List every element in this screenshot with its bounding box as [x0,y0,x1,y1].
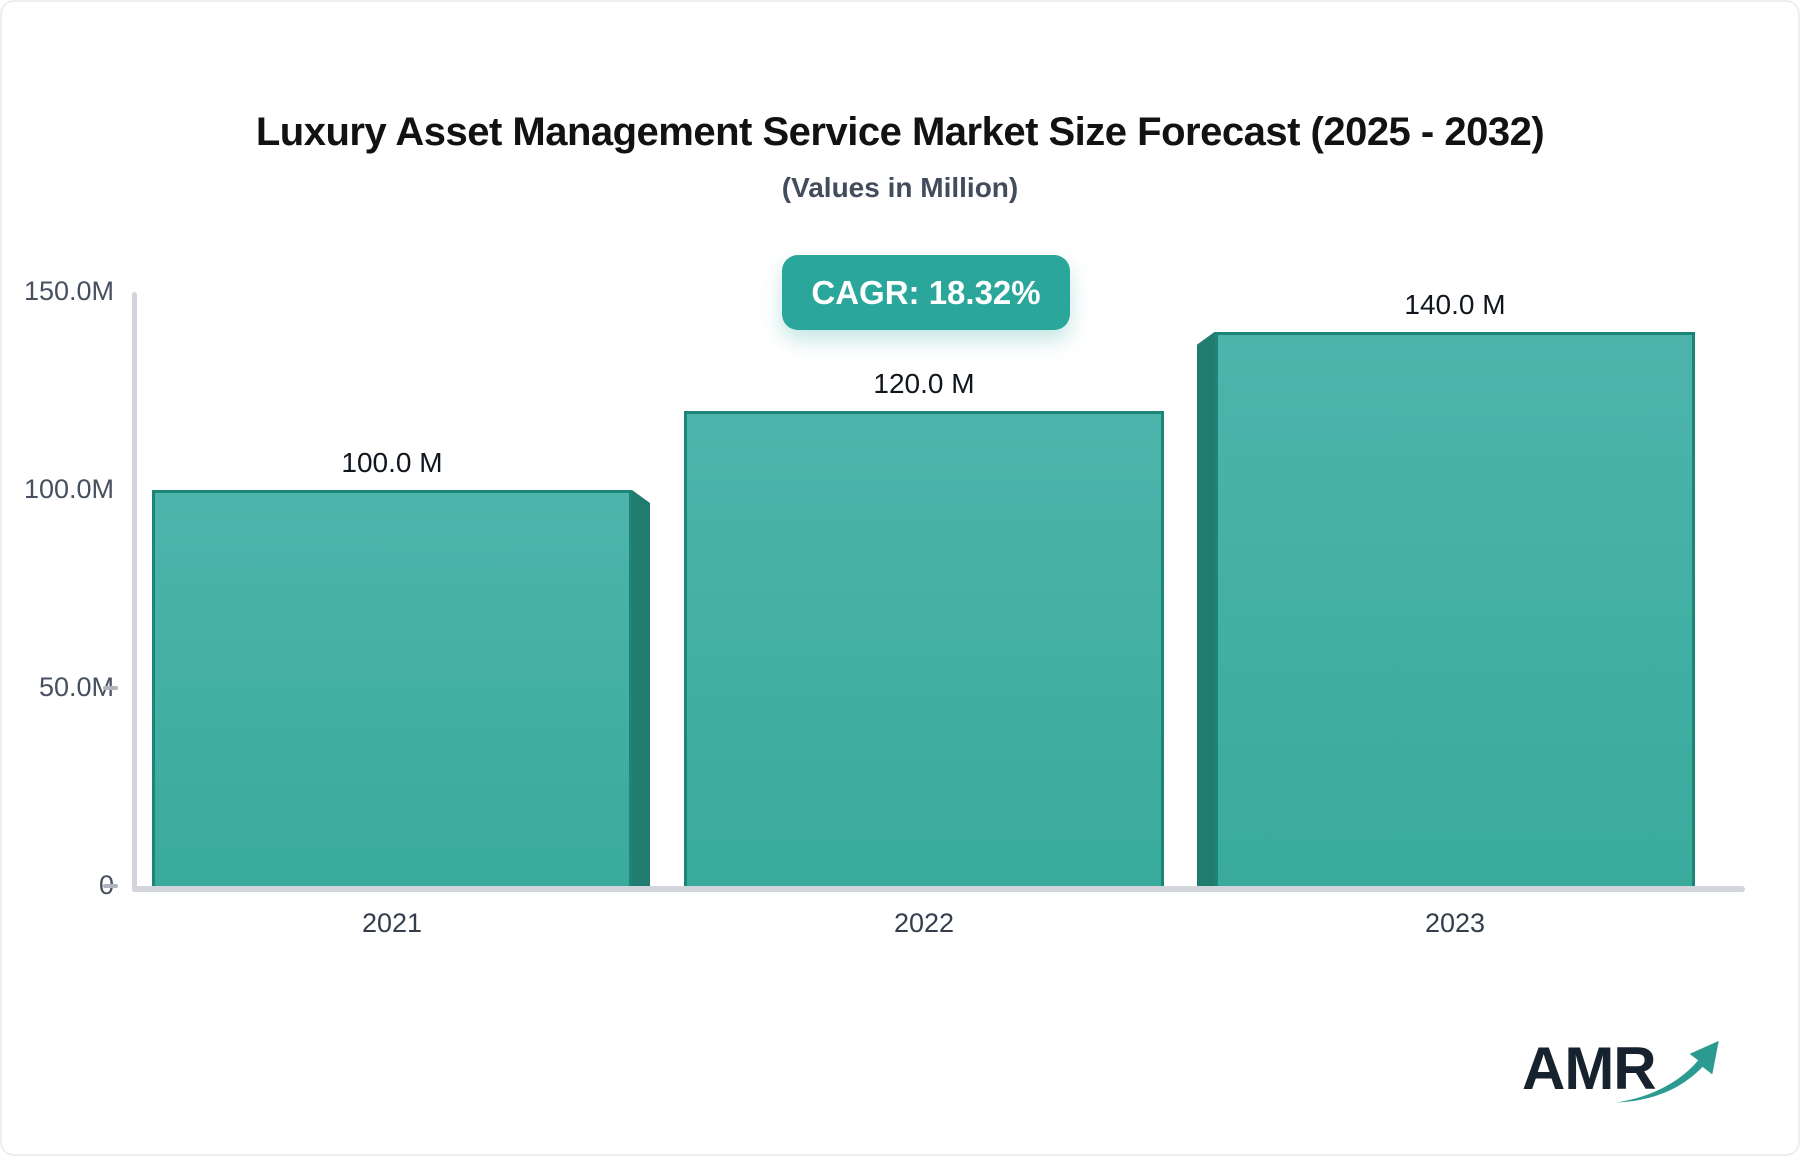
bar-value-label: 120.0 M [873,367,975,399]
amr-logo: AMR [1522,1030,1722,1120]
cagr-badge: CAGR: 18.32% [782,255,1070,330]
category-label: 2023 [1424,908,1486,938]
category-label: 2021 [361,908,423,938]
bar-side-face [1197,331,1215,886]
bar-value-label: 100.0 M [341,447,443,478]
x-axis-line [132,886,1745,892]
bar-value-label: 140.0 M [1404,288,1506,320]
bar [1215,331,1695,886]
bar [684,410,1164,886]
y-tick-label: 150.0M [23,276,114,306]
y-axis-line [132,292,137,892]
bar-side-face [632,490,650,886]
page-subtitle: (Values in Million) [781,172,1019,203]
page-title: Luxury Asset Management Service Market S… [255,110,1545,154]
bar [152,490,632,886]
y-tick-label: 50.0M [38,672,114,702]
y-tick-label: 0 [2,870,114,901]
category-label: 2022 [893,908,955,938]
tick-mark [103,884,118,888]
amr-logo-text: AMR [1522,1035,1657,1102]
tick-mark [103,686,118,690]
y-tick-label: 100.0M [23,474,114,504]
growth-arrow-icon [1616,1040,1719,1103]
